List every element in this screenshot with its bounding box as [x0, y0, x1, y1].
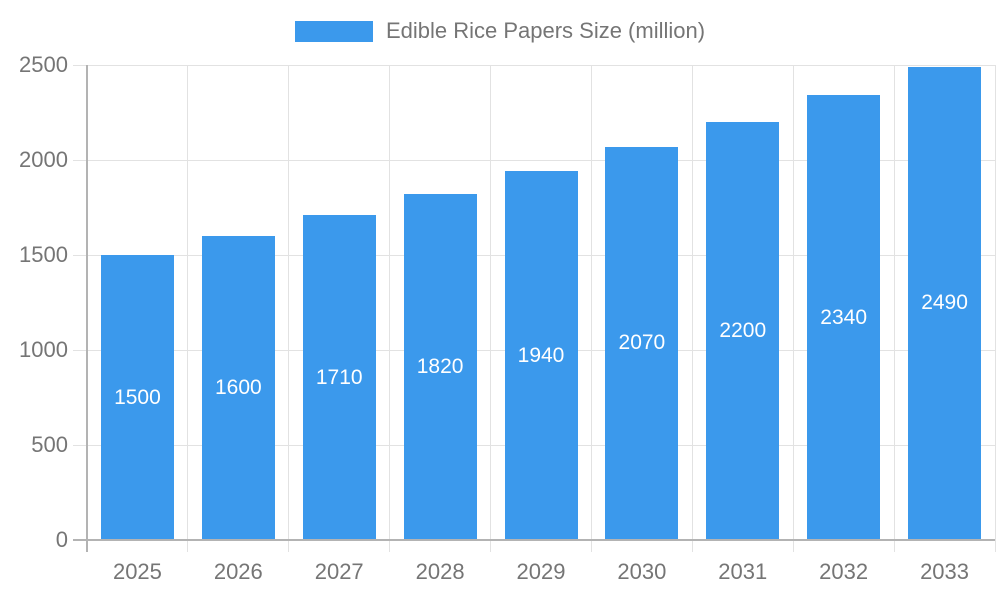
bar-value-label: 1600	[214, 376, 262, 399]
gridline-vertical	[590, 65, 592, 552]
bar-value-label: 2340	[820, 305, 868, 329]
bar-value-label: 2490	[921, 291, 968, 315]
y-tick-label: 2000	[19, 147, 68, 172]
y-tick-label: 2500	[19, 52, 68, 77]
bar-2031[interactable]	[706, 122, 780, 540]
x-tick-label: 2029	[516, 559, 566, 584]
bar-value-label: 2070	[618, 331, 666, 355]
chart-legend[interactable]: Edible Rice Papers Size (million)	[0, 18, 1000, 44]
bar-2030[interactable]	[605, 146, 679, 540]
y-tick-label: 1000	[19, 337, 68, 362]
x-tick-label: 2031	[718, 559, 768, 584]
x-axis-line	[73, 539, 995, 541]
bar-2029[interactable]	[504, 171, 578, 540]
gridline-horizontal	[73, 159, 995, 161]
y-tick-label: 0	[55, 527, 68, 552]
y-tick-label: 1500	[19, 242, 68, 267]
x-tick-label: 2028	[415, 559, 465, 584]
x-tick-label: 2025	[112, 559, 162, 584]
x-tick-label: 2033	[920, 559, 970, 584]
gridline-vertical	[288, 65, 290, 552]
bar-value-label: 1820	[416, 355, 464, 379]
x-tick-label: 2027	[314, 559, 364, 584]
bar-2028[interactable]	[403, 194, 477, 540]
y-tick-label: 500	[31, 432, 68, 457]
gridline-vertical	[490, 65, 492, 552]
bar-value-label: 1710	[315, 365, 363, 389]
bar-value-label: 1940	[517, 343, 565, 367]
x-tick-label: 2032	[819, 559, 869, 584]
x-tick-label: 2026	[213, 559, 263, 584]
gridline-horizontal	[73, 64, 995, 66]
gridline-vertical	[187, 65, 189, 552]
bar-2027[interactable]	[302, 215, 376, 540]
gridline-vertical	[792, 65, 794, 552]
bar-2025[interactable]	[100, 255, 174, 540]
gridline-vertical	[893, 65, 895, 552]
legend-label: Edible Rice Papers Size (million)	[385, 18, 706, 43]
legend-swatch[interactable]	[294, 20, 373, 42]
bar-value-label: 2200	[719, 319, 767, 342]
bar-2026[interactable]	[201, 236, 275, 540]
bar-2033[interactable]	[908, 66, 982, 540]
gridline-vertical	[994, 65, 996, 552]
y-axis-line	[86, 65, 88, 552]
gridline-vertical	[691, 65, 693, 552]
bar-2032[interactable]	[807, 95, 881, 540]
bar-value-label: 1500	[114, 385, 161, 409]
gridline-vertical	[389, 65, 391, 552]
x-tick-label: 2030	[617, 559, 667, 584]
